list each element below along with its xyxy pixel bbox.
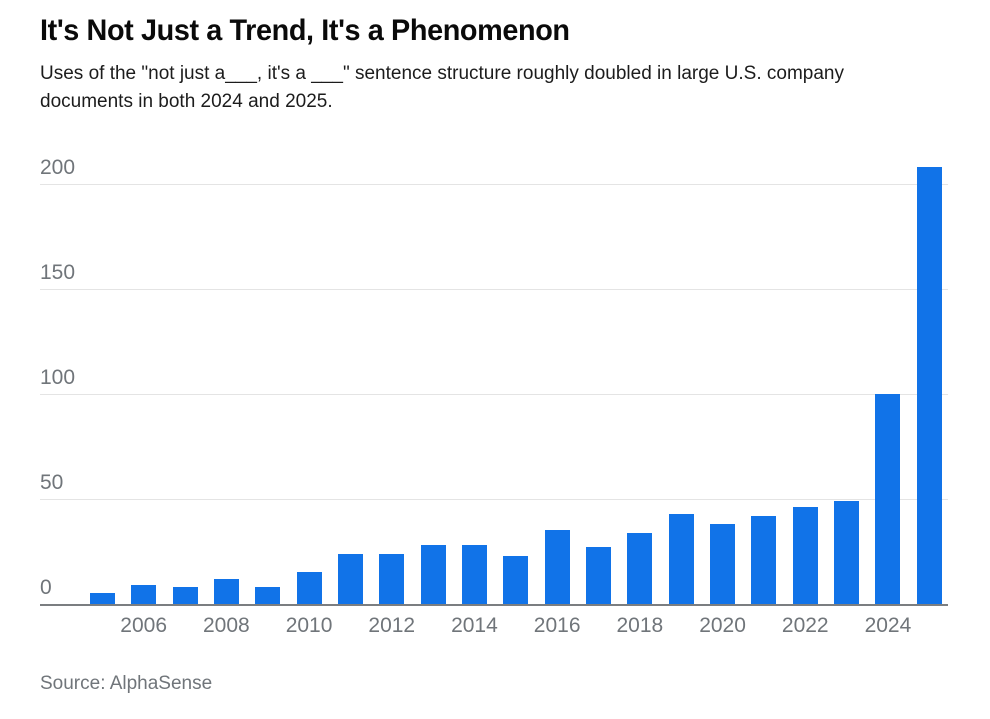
x-tick-label-2020: 2020 bbox=[699, 614, 746, 637]
chart-title: It's Not Just a Trend, It's a Phenomenon bbox=[40, 14, 570, 47]
bar-2022 bbox=[793, 507, 818, 604]
x-tick-label-2016: 2016 bbox=[533, 614, 581, 637]
x-tick-label-2012: 2012 bbox=[368, 614, 416, 637]
bar-2016 bbox=[545, 530, 570, 604]
bar-2008 bbox=[214, 579, 239, 604]
x-tick-label-2006: 2006 bbox=[120, 614, 167, 637]
x-tick-label-2010: 2010 bbox=[285, 614, 333, 637]
source-note: Source: AlphaSense bbox=[40, 673, 213, 694]
bar-2019 bbox=[669, 514, 694, 604]
bar-2021 bbox=[751, 516, 776, 604]
x-tick-label-2008: 2008 bbox=[202, 614, 250, 637]
gridline-50 bbox=[40, 499, 948, 500]
gridline-150 bbox=[40, 289, 948, 290]
y-tick-label-150: 150 bbox=[40, 261, 76, 284]
bar-2020 bbox=[710, 524, 735, 604]
y-tick-label-100: 100 bbox=[40, 366, 76, 389]
bar-2017 bbox=[586, 547, 611, 604]
gridline-200 bbox=[40, 184, 948, 185]
bar-2025 bbox=[917, 167, 942, 604]
bar-2013 bbox=[421, 545, 446, 604]
y-tick-label-50: 50 bbox=[40, 471, 64, 494]
bar-2018 bbox=[627, 533, 652, 604]
chart-subtitle: Uses of the "not just a___, it's a ___" … bbox=[40, 63, 844, 112]
x-tick-label-2022: 2022 bbox=[781, 614, 829, 637]
bar-2014 bbox=[462, 545, 487, 604]
bar-2024 bbox=[875, 394, 900, 604]
y-tick-label-0: 0 bbox=[40, 576, 52, 599]
x-tick-label-2014: 2014 bbox=[451, 614, 498, 637]
x-tick-label-2024: 2024 bbox=[864, 614, 912, 637]
bar-2006 bbox=[131, 585, 156, 604]
gridline-100 bbox=[40, 394, 948, 395]
bar-2011 bbox=[338, 554, 363, 604]
bar-2023 bbox=[834, 501, 859, 604]
bar-2015 bbox=[503, 556, 528, 604]
x-tick-label-2018: 2018 bbox=[616, 614, 664, 637]
y-tick-label-200: 200 bbox=[40, 156, 76, 179]
bar-2010 bbox=[297, 572, 322, 604]
bar-2005 bbox=[90, 593, 115, 604]
x-axis-line bbox=[40, 604, 948, 606]
bar-2012 bbox=[379, 554, 404, 604]
bar-2007 bbox=[173, 587, 198, 604]
bar-2009 bbox=[255, 587, 280, 604]
